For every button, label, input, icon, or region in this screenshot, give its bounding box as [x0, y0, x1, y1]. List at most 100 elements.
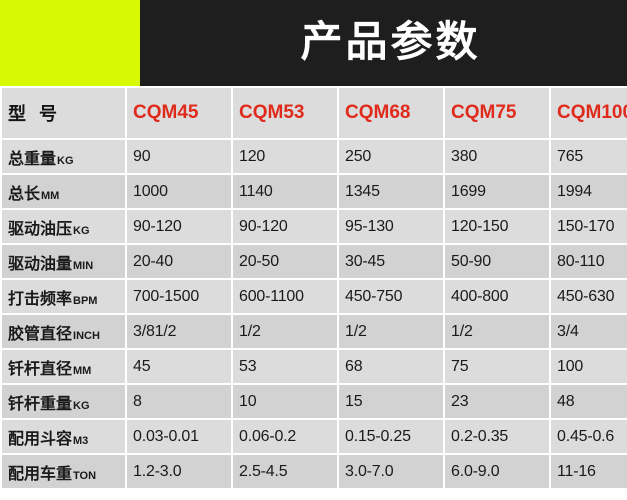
- row-label-unit: KG: [73, 224, 90, 237]
- row-label-unit: INCH: [73, 329, 100, 342]
- value-cell: 3/81/2: [127, 315, 231, 348]
- value-cell: 45: [127, 350, 231, 383]
- row-label-text: 驱动油压: [8, 220, 73, 238]
- table-row: 总长MM 1000 1140 1345 1699 1994: [2, 175, 627, 208]
- value-cell: 8: [127, 385, 231, 418]
- value-cell: 1/2: [339, 315, 443, 348]
- row-label-unit: BPM: [73, 294, 98, 307]
- header-cell-model-cqm100: CQM100: [551, 88, 627, 138]
- header-cell-label: 型 号: [2, 88, 125, 138]
- row-label-cell: 驱动油量MIN: [2, 245, 125, 278]
- value-cell: 400-800: [445, 280, 549, 313]
- row-label-cell: 打击频率BPM: [2, 280, 125, 313]
- value-cell: 15: [339, 385, 443, 418]
- table-row: 配用车重TON 1.2-3.0 2.5-4.5 3.0-7.0 6.0-9.0 11-16: [2, 455, 627, 488]
- banner-accent-block: [0, 0, 140, 86]
- value-cell: 0.45-0.6: [551, 420, 627, 453]
- value-cell: 150-170: [551, 210, 627, 243]
- row-label-unit: TON: [73, 469, 97, 482]
- table-header: 型 号 CQM45 CQM53 CQM68 CQM75 CQM100: [2, 88, 627, 138]
- row-label-unit: MM: [41, 189, 60, 202]
- value-cell: 1699: [445, 175, 549, 208]
- value-cell: 80-110: [551, 245, 627, 278]
- value-cell: 100: [551, 350, 627, 383]
- value-cell: 1.2-3.0: [127, 455, 231, 488]
- value-cell: 95-130: [339, 210, 443, 243]
- product-spec-table: 型 号 CQM45 CQM53 CQM68 CQM75 CQM100 总重量KG…: [0, 86, 627, 490]
- value-cell: 23: [445, 385, 549, 418]
- value-cell: 380: [445, 140, 549, 173]
- value-cell: 53: [233, 350, 337, 383]
- value-cell: 700-1500: [127, 280, 231, 313]
- table-body: 总重量KG 90 120 250 380 765 总长MM 1000 1140 1345 1699 1…: [2, 140, 627, 488]
- table-row: 驱动油量MIN 20-40 20-50 30-45 50-90 80-110: [2, 245, 627, 278]
- row-label-text: 钎杆直径: [8, 360, 73, 378]
- value-cell: 120-150: [445, 210, 549, 243]
- row-label-cell: 总长MM: [2, 175, 125, 208]
- row-label-cell: 总重量KG: [2, 140, 125, 173]
- value-cell: 6.0-9.0: [445, 455, 549, 488]
- table-row: 总重量KG 90 120 250 380 765: [2, 140, 627, 173]
- value-cell: 0.03-0.01: [127, 420, 231, 453]
- row-label-unit: KG: [73, 399, 90, 412]
- value-cell: 1345: [339, 175, 443, 208]
- value-cell: 48: [551, 385, 627, 418]
- table-row: 配用斗容M3 0.03-0.01 0.06-0.2 0.15-0.25 0.2-0.35…: [2, 420, 627, 453]
- value-cell: 2.5-4.5: [233, 455, 337, 488]
- value-cell: 10: [233, 385, 337, 418]
- row-label-text: 总重量: [8, 150, 57, 168]
- value-cell: 90-120: [233, 210, 337, 243]
- header-cell-model-cqm68: CQM68: [339, 88, 443, 138]
- header-cell-model-cqm53: CQM53: [233, 88, 337, 138]
- header-cell-model-cqm75: CQM75: [445, 88, 549, 138]
- row-label-cell: 配用斗容M3: [2, 420, 125, 453]
- row-label-cell: 钎杆直径MM: [2, 350, 125, 383]
- row-label-text: 配用斗容: [8, 430, 73, 448]
- row-label-text: 总长: [8, 185, 41, 203]
- value-cell: 765: [551, 140, 627, 173]
- table-row: 驱动油压KG 90-120 90-120 95-130 120-150 150-170: [2, 210, 627, 243]
- value-cell: 68: [339, 350, 443, 383]
- row-label-cell: 钎杆重量KG: [2, 385, 125, 418]
- value-cell: 450-750: [339, 280, 443, 313]
- row-label-text: 驱动油量: [8, 255, 73, 273]
- value-cell: 75: [445, 350, 549, 383]
- value-cell: 1/2: [445, 315, 549, 348]
- value-cell: 0.15-0.25: [339, 420, 443, 453]
- row-label-text: 打击频率: [8, 290, 73, 308]
- row-label-cell: 胶管直径INCH: [2, 315, 125, 348]
- table-row: 钎杆直径MM 45 53 68 75 100: [2, 350, 627, 383]
- value-cell: 20-40: [127, 245, 231, 278]
- row-label-unit: M3: [73, 434, 89, 447]
- table-row: 胶管直径INCH 3/81/2 1/2 1/2 1/2 3/4: [2, 315, 627, 348]
- value-cell: 600-1100: [233, 280, 337, 313]
- row-label-cell: 驱动油压KG: [2, 210, 125, 243]
- value-cell: 120: [233, 140, 337, 173]
- row-label-unit: KG: [57, 154, 74, 167]
- value-cell: 3.0-7.0: [339, 455, 443, 488]
- banner-dark-block: 产品参数: [140, 0, 627, 86]
- row-label-unit: MM: [73, 364, 92, 377]
- table-row: 钎杆重量KG 8 10 15 23 48: [2, 385, 627, 418]
- value-cell: 250: [339, 140, 443, 173]
- value-cell: 50-90: [445, 245, 549, 278]
- row-label-cell: 配用车重TON: [2, 455, 125, 488]
- value-cell: 90: [127, 140, 231, 173]
- value-cell: 90-120: [127, 210, 231, 243]
- header-banner: 产品参数: [0, 0, 627, 86]
- row-label-text: 胶管直径: [8, 325, 73, 343]
- value-cell: 0.06-0.2: [233, 420, 337, 453]
- value-cell: 450-630: [551, 280, 627, 313]
- value-cell: 1994: [551, 175, 627, 208]
- value-cell: 20-50: [233, 245, 337, 278]
- value-cell: 1000: [127, 175, 231, 208]
- value-cell: 3/4: [551, 315, 627, 348]
- table-row: 打击频率BPM 700-1500 600-1100 450-750 400-800 450…: [2, 280, 627, 313]
- page-title: 产品参数: [300, 17, 481, 66]
- row-label-text: 配用车重: [8, 465, 73, 483]
- value-cell: 0.2-0.35: [445, 420, 549, 453]
- value-cell: 1/2: [233, 315, 337, 348]
- table-header-row: 型 号 CQM45 CQM53 CQM68 CQM75 CQM100: [2, 88, 627, 138]
- value-cell: 11-16: [551, 455, 627, 488]
